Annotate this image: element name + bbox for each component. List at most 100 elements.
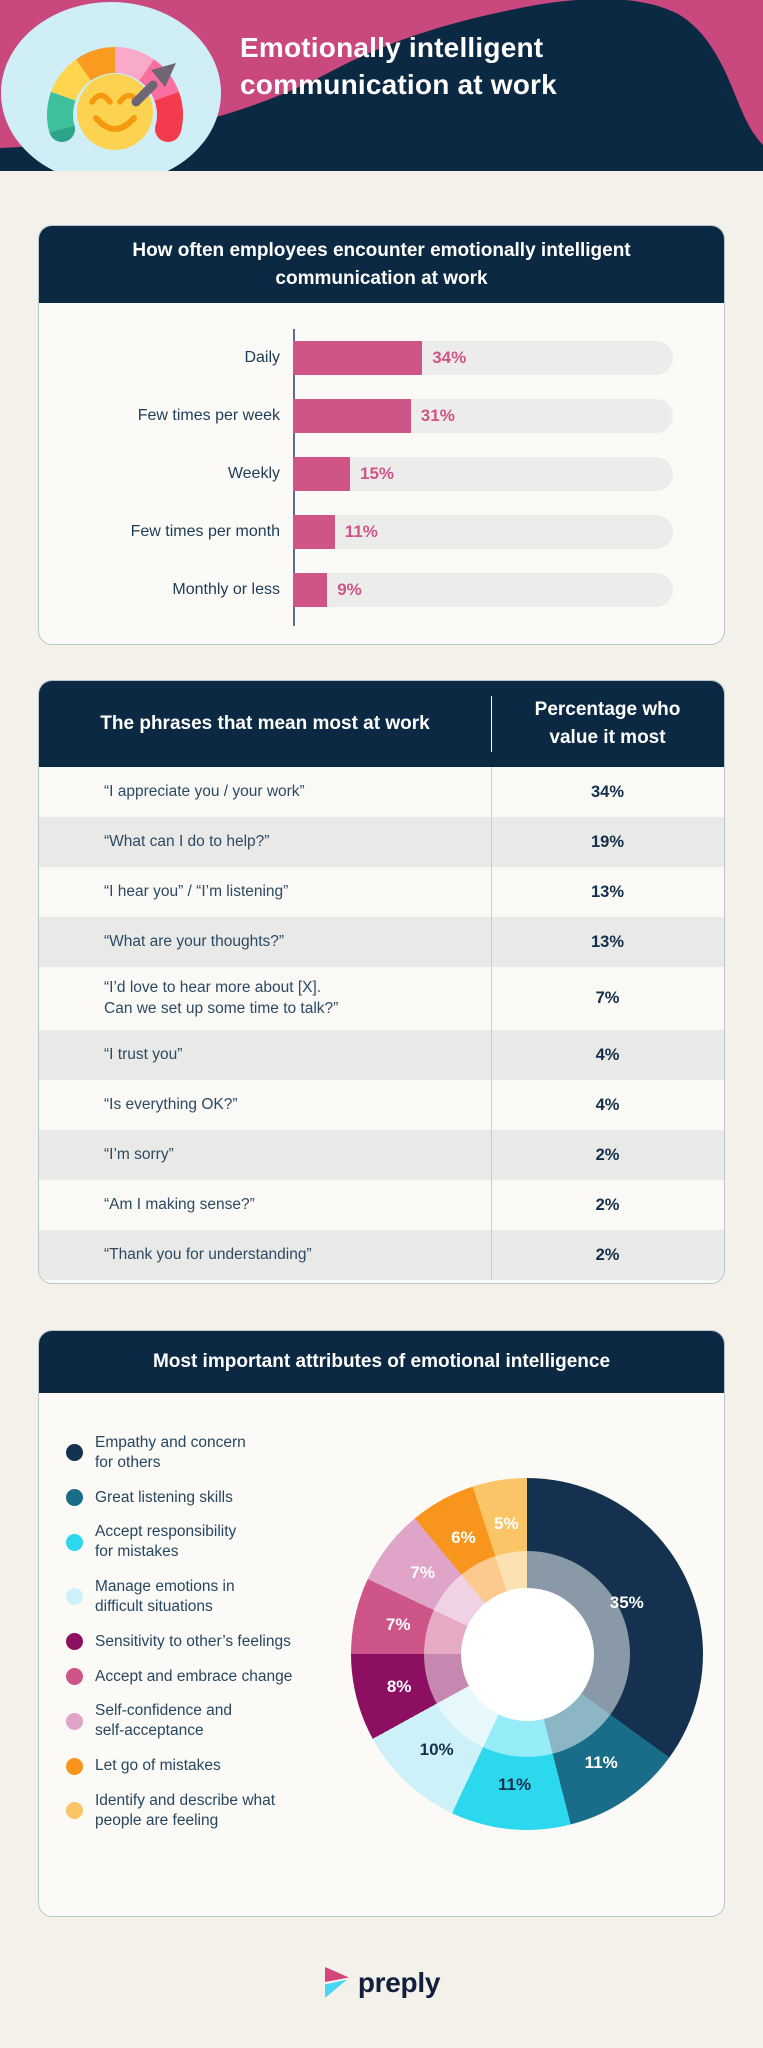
- table-row: “I’d love to hear more about [X]. Can we…: [39, 967, 724, 1030]
- preply-wordmark: preply: [357, 1966, 441, 1998]
- bar-value: 34%: [432, 348, 467, 367]
- table-header-row: The phrases that mean most at work Perce…: [39, 681, 724, 767]
- bar-label: Monthly or less: [172, 581, 280, 598]
- bar-track: 15%: [293, 457, 673, 491]
- bar-row-weekly: Weekly 15%: [39, 457, 673, 491]
- phrase-cell: “I hear you” / “I’m listening”: [104, 882, 289, 900]
- bar-fill: [293, 399, 411, 433]
- bar-chart-title: How often employees encounter emotionall…: [132, 239, 631, 289]
- phrase-cell: “I’d love to hear more about [X]. Can we…: [104, 978, 339, 1017]
- header-banner: Emotionally intelligent communication at…: [0, 0, 763, 171]
- phrase-cell: “I trust you”: [104, 1045, 183, 1063]
- donut-chart-body: Empathy and concern for others Great lis…: [39, 1393, 724, 1916]
- gauge-segment-orange: [76, 47, 116, 81]
- value-cell: 2%: [595, 1145, 620, 1164]
- table-row: “What are your thoughts?” 13%: [39, 917, 724, 967]
- slice-label: 7%: [410, 1563, 435, 1583]
- smiley-face-icon: [77, 74, 153, 150]
- gauge-segment-yellow: [51, 59, 92, 102]
- page-title: Emotionally intelligent communication at…: [240, 32, 557, 100]
- bar-label: Weekly: [227, 465, 280, 482]
- table-row: “Thank you for understanding” 2%: [39, 1230, 724, 1280]
- legend-label: Great listening skills: [95, 1488, 233, 1506]
- donut-chart-title: Most important attributes of emotional i…: [152, 1351, 611, 1373]
- legend-label: Accept and embrace change: [95, 1667, 293, 1685]
- slice-label: 7%: [385, 1615, 411, 1635]
- bar-track: 11%: [293, 515, 673, 549]
- slice-label: 11%: [584, 1753, 618, 1773]
- legend-label: Accept responsibility for mistakes: [95, 1523, 237, 1561]
- phrase-cell: “Am I making sense?”: [104, 1195, 255, 1213]
- legend-dot-icon: [66, 1668, 83, 1686]
- legend-dot-icon: [66, 1757, 83, 1775]
- bar-chart-card: How often employees encounter emotionall…: [38, 225, 725, 645]
- legend-item: Empathy and concern for others: [66, 1433, 292, 1473]
- value-cell: 4%: [595, 1095, 620, 1114]
- bar-fill: [293, 341, 423, 375]
- table-body: “I appreciate you / your work” 34% “What…: [39, 767, 724, 1280]
- legend-item: Manage emotions in difficult situations: [66, 1577, 292, 1617]
- value-cell: 2%: [595, 1195, 620, 1214]
- smiley-left-eye: [89, 92, 113, 105]
- legend-label: Manage emotions in difficult situations: [95, 1578, 235, 1615]
- table-row: “Am I making sense?” 2%: [39, 1180, 724, 1230]
- table-col2-header: Percentage who value it most: [534, 699, 681, 748]
- slice-label: 6%: [451, 1528, 476, 1548]
- bar-fill: [293, 573, 328, 607]
- table-row: “What can I do to help?” 19%: [39, 817, 724, 867]
- gauge-segment-lightpink: [114, 47, 154, 81]
- donut-chart-card: Most important attributes of emotional i…: [38, 1330, 725, 1917]
- phrase-cell: “I’m sorry”: [104, 1145, 174, 1163]
- gauge-segment-red: [154, 91, 183, 133]
- donut-hole: [460, 1587, 594, 1721]
- legend-label: Sensitivity to other’s feelings: [95, 1632, 291, 1650]
- value-cell: 34%: [590, 782, 625, 801]
- table-row: “I hear you” / “I’m listening” 13%: [39, 867, 724, 917]
- slice-label: 35%: [609, 1593, 644, 1613]
- bar-chart: Daily 34% Few times per week 31% Weekly …: [39, 303, 724, 644]
- legend-dot-icon: [66, 1533, 83, 1551]
- phrase-cell: “Thank you for understanding”: [104, 1245, 312, 1263]
- bar-row-few-times-month: Few times per month 11%: [39, 515, 673, 549]
- legend-dot-icon: [66, 1712, 83, 1730]
- table-row: “I appreciate you / your work” 34%: [39, 767, 724, 817]
- bar-track: 9%: [293, 573, 673, 607]
- legend-dot-icon: [66, 1489, 83, 1507]
- bar-chart-card-header: How often employees encounter emotionall…: [39, 226, 724, 303]
- bar-value: 11%: [344, 522, 378, 541]
- gauge-needle-arrow-head: [151, 63, 176, 87]
- gauge-needle-arrow-shaft: [131, 80, 158, 107]
- legend-label: Self-confidence and self-acceptance: [95, 1702, 233, 1740]
- smiley-mouth: [93, 115, 137, 132]
- bar-track: 34%: [293, 341, 673, 375]
- slice-label: 8%: [386, 1676, 412, 1696]
- preply-logo: preply: [323, 1966, 441, 1999]
- bar-value: 9%: [337, 580, 362, 599]
- phrase-cell: “What are your thoughts?”: [104, 932, 285, 950]
- table-row: “I’m sorry” 2%: [39, 1130, 724, 1180]
- value-cell: 19%: [590, 832, 625, 851]
- legend-dot-icon: [66, 1633, 83, 1651]
- slice-label: 10%: [419, 1740, 454, 1760]
- legend-label: Empathy and concern for others: [95, 1434, 246, 1471]
- value-cell: 7%: [595, 989, 620, 1007]
- bar-fill: [293, 457, 350, 491]
- bar-label: Daily: [244, 349, 280, 366]
- value-cell: 4%: [595, 1045, 620, 1064]
- bar-label: Few times per month: [130, 523, 280, 540]
- value-cell: 2%: [595, 1245, 620, 1264]
- legend-label: Identify and describe what people are fe…: [95, 1791, 276, 1829]
- bar-value: 15%: [360, 464, 395, 483]
- slice-label: 11%: [498, 1775, 532, 1795]
- slice-label: 5%: [494, 1513, 519, 1533]
- emotion-gauge-illustration: [47, 47, 183, 150]
- donut-legend: Empathy and concern for others Great lis…: [66, 1433, 292, 1831]
- legend-dot-icon: [66, 1802, 83, 1820]
- bar-label: Few times per week: [137, 407, 280, 424]
- footer: preply: [0, 1917, 763, 2048]
- phrase-cell: “What can I do to help?”: [104, 832, 270, 850]
- phrase-cell: “Is everything OK?”: [104, 1095, 238, 1113]
- value-cell: 13%: [590, 932, 625, 951]
- bar-row-monthly-or-less: Monthly or less 9%: [39, 573, 673, 607]
